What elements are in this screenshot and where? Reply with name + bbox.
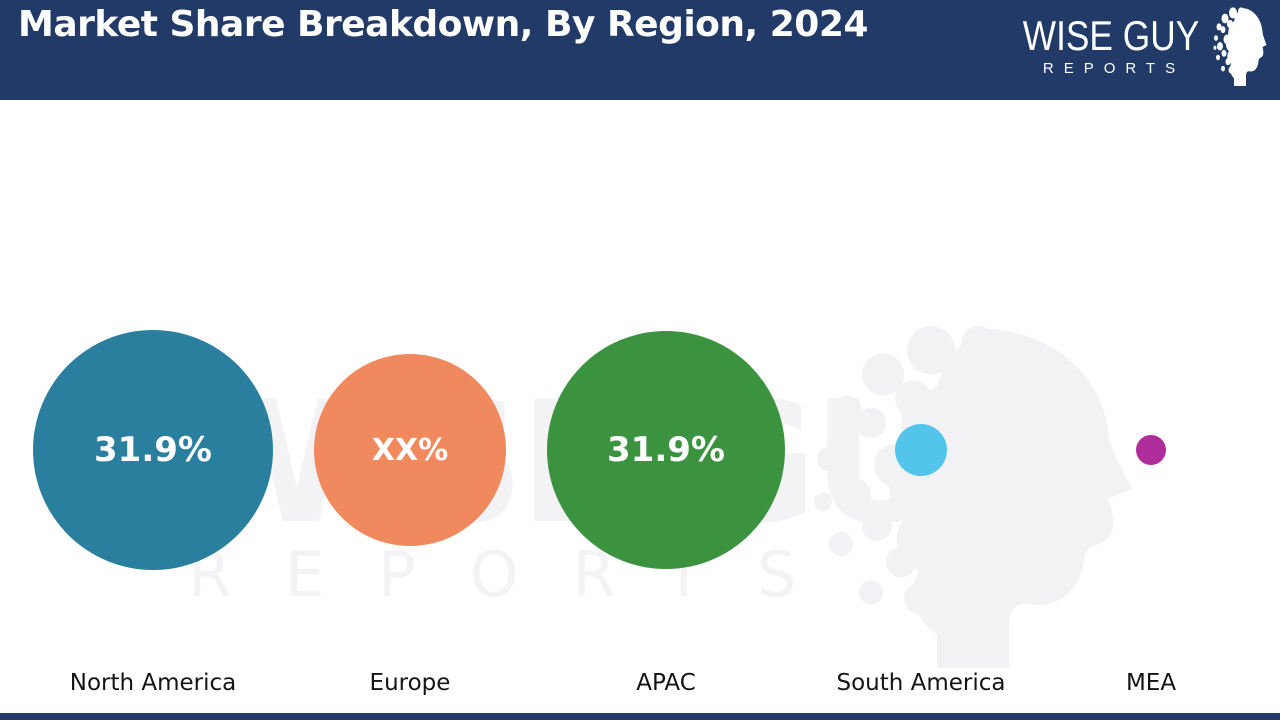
bubble-apac: 31.9% (547, 331, 785, 569)
brand-logo-text: WISE GUY REPORTS (1006, 12, 1216, 78)
watermark-head-icon (814, 326, 1132, 668)
bubble-value-europe: XX% (371, 432, 449, 468)
bubble-europe: XX% (314, 354, 506, 546)
logo-wordmark: WISE GUY (1022, 12, 1200, 59)
brand-logo: WISE GUY REPORTS (1006, 6, 1272, 86)
category-label-north-america: North America (69, 670, 237, 696)
category-label-mea: MEA (1125, 670, 1177, 696)
bubble-north-america: 31.9% (33, 330, 273, 570)
category-label-apac: APAC (636, 670, 696, 696)
logo-subtitle: REPORTS (1042, 60, 1186, 77)
page-title: Market Share Breakdown, By Region, 2024 (18, 4, 868, 45)
category-label-europe: Europe (369, 670, 451, 696)
bubble-value-north-america: 31.9% (94, 430, 212, 470)
watermark-reports: REPORTS (188, 538, 851, 611)
category-label-south-america: South America (836, 670, 1006, 696)
wiseguy-head-icon (1213, 7, 1267, 86)
footer-strip (0, 713, 1280, 720)
bubble-south-america (895, 424, 947, 476)
header-bar: Market Share Breakdown, By Region, 2024 … (0, 0, 1280, 100)
bubble-value-apac: 31.9% (607, 430, 725, 470)
bubble-chart: WISE GUY REPORTS 31.9%North AmericaXX%Eu… (0, 100, 1280, 713)
bubble-mea (1136, 435, 1166, 465)
